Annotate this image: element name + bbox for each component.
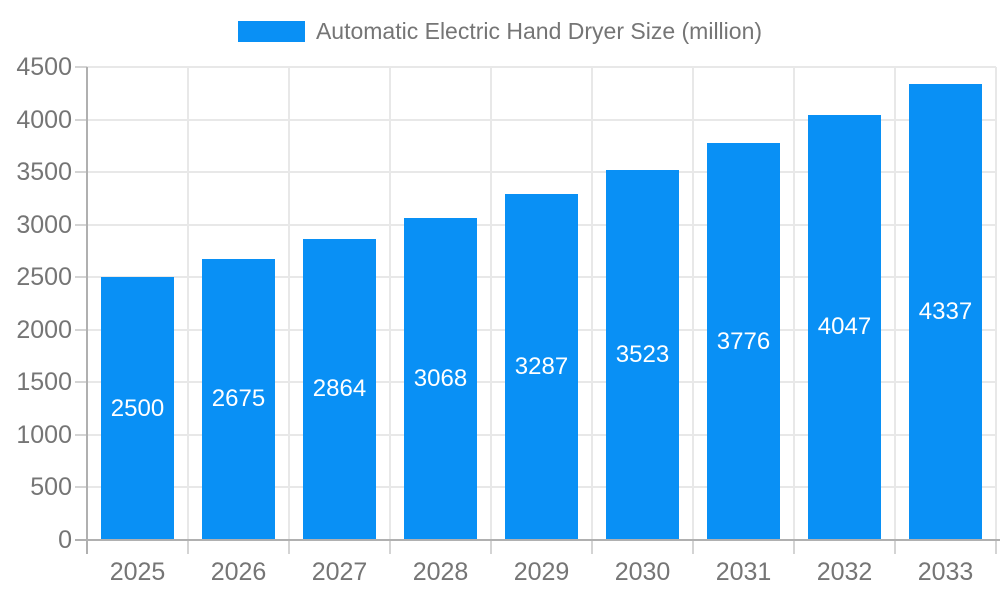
bar-value-label: 3287: [514, 353, 569, 381]
y-axis-tick: [75, 66, 87, 68]
y-axis-tick-label: 2500: [16, 263, 72, 292]
x-axis-tick: [591, 540, 593, 554]
y-axis-tick: [75, 328, 87, 331]
legend-label: Automatic Electric Hand Dryer Size (mill…: [315, 18, 763, 44]
bar: 3287: [505, 194, 578, 540]
bar: 3068: [404, 217, 477, 540]
x-axis-tick: [995, 540, 997, 554]
x-axis-tick-label: 2033: [917, 558, 974, 586]
x-axis-tick: [288, 540, 290, 554]
bar-value-label: 2864: [312, 375, 367, 403]
gridline-vertical: [288, 67, 290, 540]
bar-value-label: 3776: [716, 327, 771, 355]
bar: 2864: [303, 238, 376, 540]
gridline-vertical: [894, 67, 896, 540]
y-axis-tick-label: 0: [58, 526, 72, 554]
x-axis-tick-label: 2026: [210, 558, 267, 586]
gridline-vertical: [793, 67, 795, 540]
bar: 3776: [707, 143, 780, 540]
gridline-vertical: [692, 67, 694, 540]
gridline-horizontal: [87, 66, 996, 68]
x-axis-tick-label: 2030: [614, 558, 671, 586]
bar-value-label: 2500: [110, 394, 165, 422]
y-axis-tick-label: 3000: [16, 210, 72, 239]
chart-legend: Automatic Electric Hand Dryer Size (mill…: [0, 17, 1000, 45]
x-axis-tick: [894, 540, 896, 554]
x-axis-tick-label: 2029: [513, 558, 570, 586]
y-axis-tick: [75, 276, 87, 279]
y-axis-tick-label: 4500: [16, 53, 72, 81]
gridline-vertical: [187, 67, 189, 540]
bar: 4337: [909, 84, 982, 540]
bar-value-label: 3523: [615, 340, 670, 368]
x-axis-tick: [692, 540, 694, 554]
legend-swatch: [237, 20, 305, 42]
bar-value-label: 4337: [918, 298, 973, 326]
y-axis-tick: [75, 118, 87, 121]
y-axis-tick-label: 1500: [16, 368, 72, 397]
bar: 2675: [202, 258, 275, 540]
x-axis-tick: [490, 540, 492, 554]
y-axis-line: [86, 67, 88, 554]
bar-value-label: 4047: [817, 313, 872, 341]
gridline-vertical: [591, 67, 593, 540]
x-axis-tick-label: 2028: [412, 558, 469, 586]
x-axis-tick-label: 2032: [816, 558, 873, 586]
gridline-horizontal: [87, 118, 996, 121]
bar: 3523: [606, 169, 679, 540]
bar: 2500: [101, 277, 174, 540]
bar: 4047: [808, 114, 881, 540]
y-axis-tick-label: 3500: [16, 158, 72, 187]
y-axis-tick: [75, 433, 87, 436]
y-axis-tick: [75, 223, 87, 226]
bar-value-label: 2675: [211, 385, 266, 413]
x-axis-tick-label: 2025: [109, 558, 166, 586]
y-axis-tick: [75, 171, 87, 174]
x-axis-tick: [793, 540, 795, 554]
x-axis-tick: [187, 540, 189, 554]
y-axis-tick-label: 4000: [16, 105, 72, 134]
gridline-vertical: [490, 67, 492, 540]
x-axis-tick: [389, 540, 391, 554]
x-axis-tick-label: 2027: [311, 558, 368, 586]
y-axis-tick-label: 2000: [16, 315, 72, 344]
x-axis-line: [75, 539, 1000, 541]
y-axis-tick-label: 500: [30, 473, 72, 502]
y-axis-tick: [75, 381, 87, 384]
gridline-horizontal: [87, 171, 996, 174]
gridline-vertical: [995, 67, 997, 540]
y-axis-tick: [75, 486, 87, 489]
bar-value-label: 3068: [413, 364, 468, 392]
gridline-vertical: [389, 67, 391, 540]
x-axis-tick-label: 2031: [715, 558, 772, 586]
y-axis-tick-label: 1000: [16, 420, 72, 449]
